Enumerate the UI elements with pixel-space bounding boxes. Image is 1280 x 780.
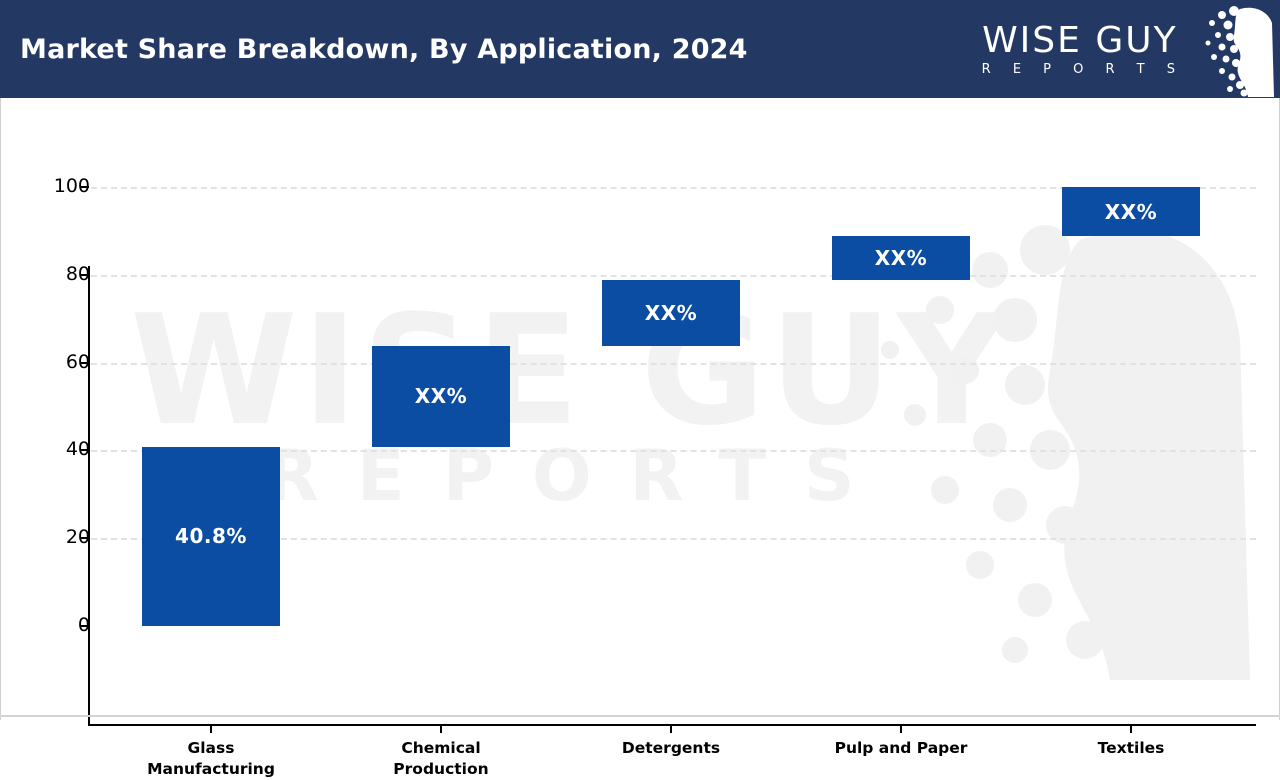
y-tick-label-100: 100 bbox=[53, 175, 90, 197]
page-border-bottom bbox=[0, 715, 1280, 717]
y-tick-60 bbox=[81, 361, 89, 364]
bar-value-label-chemical-production: XX% bbox=[414, 384, 468, 409]
y-tick-label-80: 80 bbox=[65, 262, 90, 285]
x-tick-glass-manufacturing bbox=[210, 726, 212, 733]
bar-chemical-production: XX% bbox=[372, 345, 510, 447]
gridline-100 bbox=[91, 187, 1256, 189]
gridline-20 bbox=[91, 538, 1256, 541]
y-tick-20 bbox=[81, 537, 89, 540]
waterfall-chart: 0 20 40 60 80 100 40.8% Glass Manufacturing XX% C… bbox=[0, 98, 1280, 778]
x-category-label-detergents: Detergents bbox=[621, 739, 721, 757]
logo-line2: R E P O R T S bbox=[981, 61, 1184, 77]
gridline-80 bbox=[91, 274, 1256, 277]
bar-textiles: XX% bbox=[1062, 187, 1200, 237]
x-tick-pulp-and-paper bbox=[900, 726, 902, 733]
x-tick-textiles bbox=[1130, 726, 1132, 733]
logo-line1: WISE GUY bbox=[982, 19, 1178, 61]
y-tick-100 bbox=[81, 186, 89, 188]
x-category-label-textiles: Textiles bbox=[1097, 739, 1165, 757]
watermark-head-icon bbox=[881, 225, 1250, 680]
y-tick-label-20: 20 bbox=[65, 526, 90, 549]
bar-detergents: XX% bbox=[602, 280, 740, 346]
bar-glass-manufacturing: 40.8% bbox=[142, 446, 280, 626]
logo-wordmark: WISE GUY R E P O R T S bbox=[976, 19, 1184, 77]
y-tick-0 bbox=[81, 625, 89, 627]
bar-value-label-pulp-and-paper: XX% bbox=[874, 246, 928, 271]
bar-value-label-textiles: XX% bbox=[1104, 199, 1158, 224]
y-tick-label-0: 0 bbox=[77, 614, 90, 636]
x-category-label-glass-manufacturing: Glass Manufacturing bbox=[147, 739, 275, 778]
x-axis bbox=[88, 724, 1256, 726]
x-tick-detergents bbox=[670, 726, 672, 733]
bar-value-label-glass-manufacturing: 40.8% bbox=[175, 524, 247, 549]
y-tick-80 bbox=[81, 273, 89, 276]
bar-value-label-detergents: XX% bbox=[644, 300, 698, 325]
page-title: Market Share Breakdown, By Application, … bbox=[20, 33, 748, 65]
y-tick-40 bbox=[81, 449, 89, 452]
x-category-label-pulp-and-paper: Pulp and Paper bbox=[834, 739, 968, 757]
header-bar: Market Share Breakdown, By Application, … bbox=[0, 0, 1280, 98]
watermark-reports: REPORTS bbox=[265, 435, 893, 517]
gridline-40 bbox=[91, 450, 1256, 453]
y-tick-label-40: 40 bbox=[65, 438, 90, 461]
gridline-60 bbox=[91, 362, 1256, 365]
logo-head-icon bbox=[1205, 6, 1274, 97]
bar-pulp-and-paper: XX% bbox=[832, 236, 970, 281]
x-category-label-chemical-production: Chemical Production bbox=[393, 739, 489, 778]
x-tick-chemical-production bbox=[440, 726, 442, 733]
watermark-wordmark: WISE GUY bbox=[130, 282, 1011, 459]
y-axis bbox=[88, 266, 90, 726]
y-tick-label-60: 60 bbox=[65, 350, 90, 373]
page-border-left bbox=[0, 98, 1, 720]
wise-guy-logo: WISE GUY R E P O R T S bbox=[976, 1, 1280, 97]
